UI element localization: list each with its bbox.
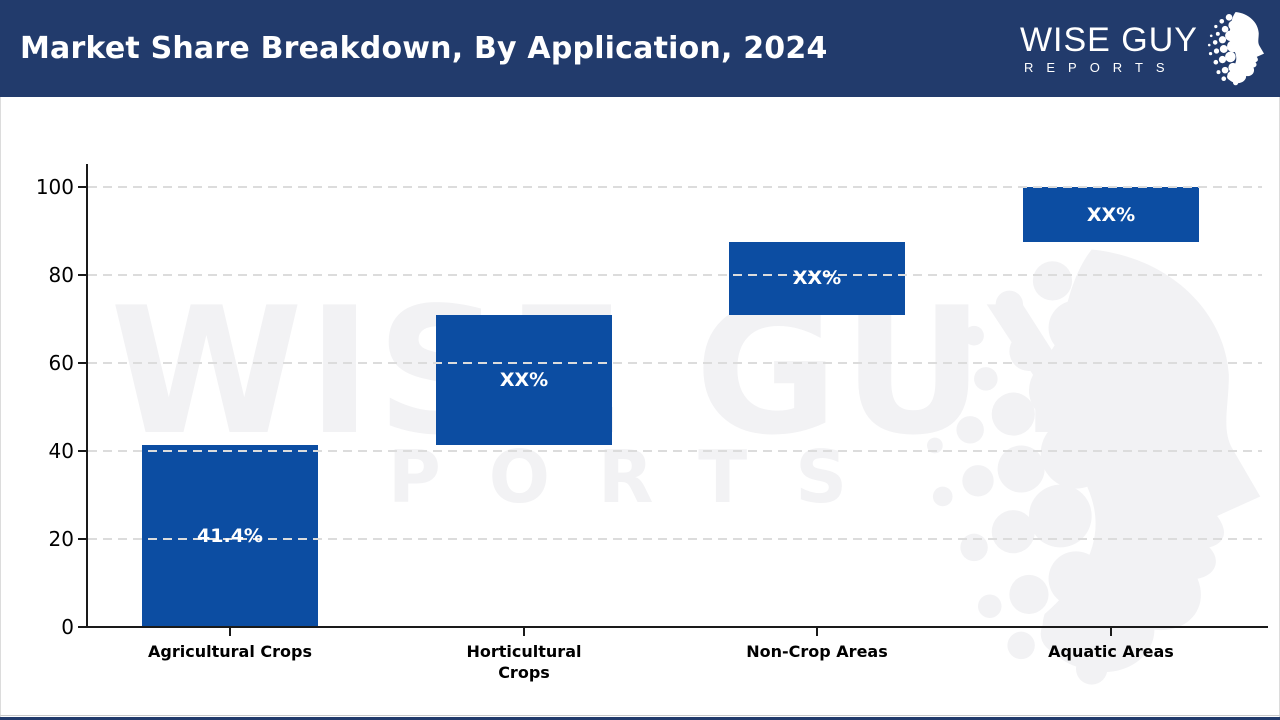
y-tick-label: 40 <box>48 439 74 463</box>
bar <box>436 314 612 445</box>
x-axis-spine <box>86 626 1268 628</box>
y-tick-label: 100 <box>35 175 74 199</box>
bar <box>142 444 318 627</box>
logo-subtitle: REPORTS <box>1023 59 1178 75</box>
gridline <box>88 362 1262 364</box>
y-axis-spine <box>86 164 88 628</box>
bar-value-label: XX% <box>499 368 549 391</box>
y-tick-mark <box>78 626 87 628</box>
header-bar: Market Share Breakdown, By Application, … <box>0 0 1280 97</box>
y-tick-mark <box>78 274 87 276</box>
y-tick-mark <box>78 538 87 540</box>
x-tick-label: Agricultural Crops <box>148 642 312 661</box>
gridline <box>88 274 1262 276</box>
gridline <box>88 186 1262 188</box>
x-tick-label: Non-Crop Areas <box>746 642 888 661</box>
bar <box>729 242 905 315</box>
gridline <box>88 538 1262 540</box>
logo-face-icon <box>1200 7 1266 91</box>
watermark-face-icon <box>927 249 1261 685</box>
bottom-border-line <box>0 715 1280 716</box>
gridline <box>88 450 1262 452</box>
x-tick-label: Aquatic Areas <box>1048 642 1174 661</box>
y-tick-mark <box>78 450 87 452</box>
chart-title: Market Share Breakdown, By Application, … <box>20 31 828 66</box>
x-tick-label: Horticultural Crops <box>466 642 582 682</box>
left-edge-line <box>0 97 1 720</box>
y-tick-label: 20 <box>48 527 74 551</box>
footer-bar <box>0 717 1280 720</box>
logo-wordmark: WISE GUY <box>1019 20 1198 59</box>
x-tick-mark <box>816 628 818 636</box>
x-tick-mark <box>523 628 525 636</box>
watermark-subtitle: PORTS <box>388 435 895 519</box>
y-tick-mark <box>78 186 87 188</box>
watermark-wordmark: WISE GUY <box>110 271 1119 474</box>
wise-guy-logo: WISE GUY REPORTS <box>1020 7 1266 91</box>
y-tick-label: 80 <box>48 263 74 287</box>
x-tick-mark <box>229 628 231 636</box>
y-tick-label: 0 <box>61 615 74 639</box>
logo-text: WISE GUY REPORTS <box>1020 23 1198 75</box>
y-tick-mark <box>78 362 87 364</box>
bar-value-label: XX% <box>792 267 842 290</box>
y-tick-label: 60 <box>48 351 74 375</box>
bar-value-label: XX% <box>1086 203 1136 226</box>
bar <box>1023 187 1199 242</box>
x-tick-mark <box>1110 628 1112 636</box>
bar-value-label: 41.4% <box>197 524 263 547</box>
